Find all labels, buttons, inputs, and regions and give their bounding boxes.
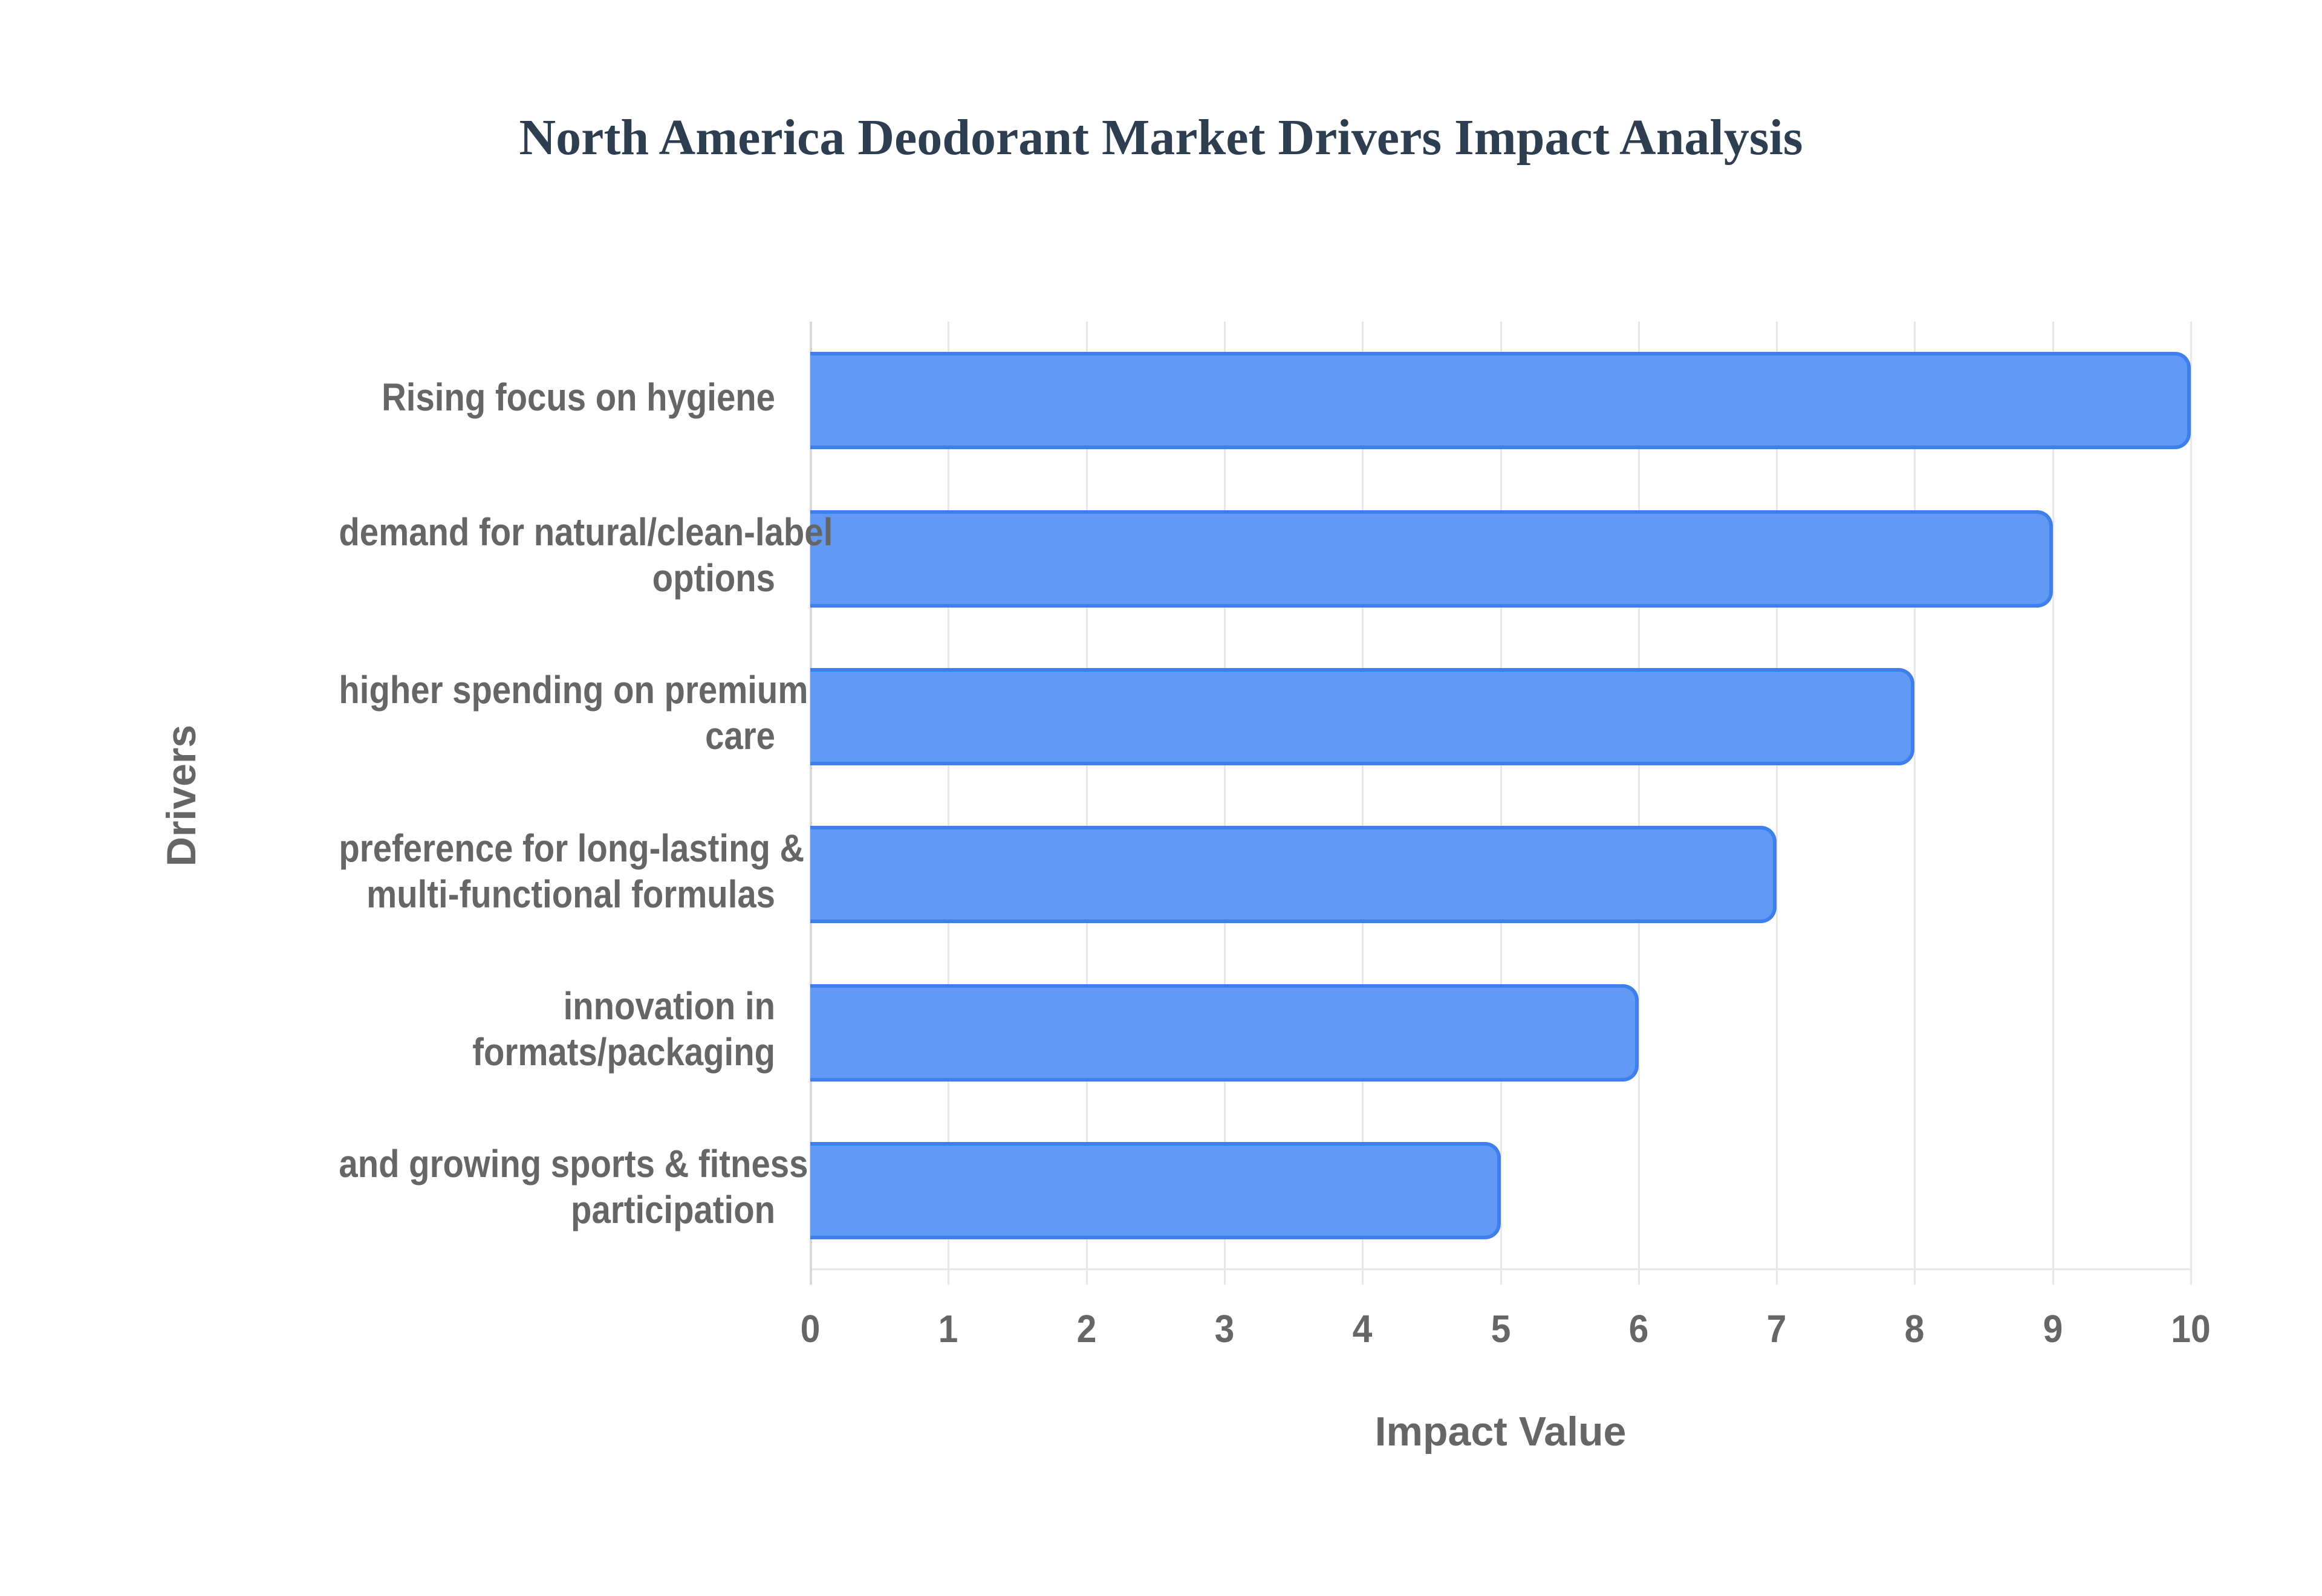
bar[interactable] <box>810 1141 1501 1239</box>
x-tick-label: 5 <box>1491 1307 1511 1351</box>
category-label-line: and growing sports & fitness <box>339 1142 808 1186</box>
category-label-line: innovation in <box>563 984 775 1028</box>
gridline <box>948 322 950 1285</box>
x-tick-label: 9 <box>2043 1307 2063 1351</box>
x-tick-label: 1 <box>938 1307 958 1351</box>
category-label-line: higher spending on premium <box>339 668 808 712</box>
category-label-line: demand for natural/clean-label <box>339 510 833 554</box>
category-label-line: formats/packaging <box>472 1030 775 1074</box>
category-label-line: multi-functional formulas <box>366 872 775 916</box>
y-axis-title: Drivers <box>158 724 204 867</box>
x-tick-label: 10 <box>2171 1307 2211 1351</box>
plot-area <box>810 322 2192 1285</box>
x-tick-label: 0 <box>800 1307 821 1351</box>
gridline <box>1776 322 1778 1285</box>
bar[interactable] <box>810 510 2053 608</box>
gridline <box>1637 322 1640 1285</box>
category-label: preference for long-lasting & multi-funct… <box>339 825 805 917</box>
category-label-line: Rising focus on hygiene <box>382 375 775 419</box>
x-tick-label: 8 <box>1905 1307 1925 1351</box>
category-label: and growing sports & fitness participatio… <box>339 1141 808 1233</box>
gridline <box>1223 322 1226 1285</box>
x-tick-label: 3 <box>1214 1307 1235 1351</box>
category-label: higher spending on premium care <box>339 667 808 759</box>
category-label-line: options <box>652 556 775 600</box>
x-tick-label: 6 <box>1628 1307 1649 1351</box>
gridline <box>1914 322 1916 1285</box>
category-label: demand for natural/clean-label options <box>339 509 833 601</box>
x-tick-label: 7 <box>1766 1307 1787 1351</box>
category-label: Rising focus on hygiene <box>339 374 775 420</box>
x-axis-title: Impact Value <box>1374 1409 1627 1455</box>
x-tick-label: 4 <box>1352 1307 1373 1351</box>
x-tick-label: 2 <box>1076 1307 1096 1351</box>
bar[interactable] <box>810 826 1777 924</box>
bar[interactable] <box>810 667 1915 765</box>
category-label-line: participation <box>571 1188 775 1232</box>
chart-title: North America Deodorant Market Drivers I… <box>519 109 1803 166</box>
category-label: innovation in formats/packaging <box>339 983 775 1075</box>
category-label-line: care <box>705 714 775 758</box>
y-axis-line <box>810 322 812 1285</box>
gridline <box>2052 322 2054 1285</box>
bar[interactable] <box>810 984 1639 1082</box>
gridline <box>1500 322 1502 1285</box>
gridline <box>2190 322 2192 1285</box>
gridline <box>1362 322 1364 1285</box>
category-label-line: preference for long-lasting & <box>339 826 805 870</box>
bar[interactable] <box>810 352 2191 450</box>
gridline <box>1085 322 1088 1285</box>
